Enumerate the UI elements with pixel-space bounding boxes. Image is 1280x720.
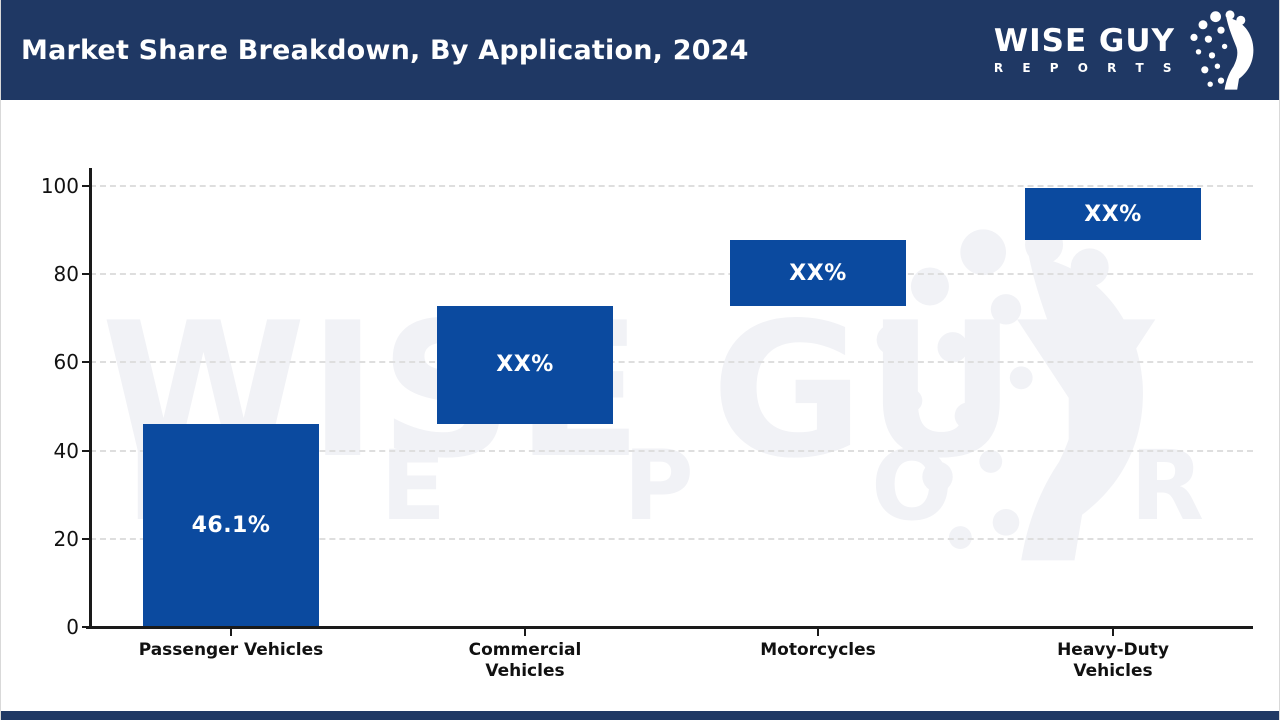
x-category-label: Commercial Vehicles <box>468 640 582 681</box>
y-tick-label: 40 <box>53 438 79 463</box>
bar-motorcycles: XX% <box>730 240 906 306</box>
gridline-60 <box>90 361 1253 364</box>
y-axis-line <box>89 168 92 629</box>
x-category-label: Heavy-Duty Vehicles <box>1057 640 1169 681</box>
y-tick-label: 100 <box>40 174 79 198</box>
x-axis-line <box>86 626 1253 629</box>
y-tick-label: 80 <box>53 262 79 287</box>
x-category-label: Motorcycles <box>760 640 876 660</box>
x-category-label: Passenger Vehicles <box>138 640 324 660</box>
y-tick-mark <box>82 273 90 276</box>
bar-value-label: XX% <box>1084 201 1142 227</box>
y-tick-label: 0 <box>66 615 79 639</box>
gridline-80 <box>90 273 1253 276</box>
x-tick-mark <box>817 627 819 636</box>
x-tick-mark <box>524 627 526 636</box>
bar-heavy-duty-vehicles: XX% <box>1025 188 1201 241</box>
bar-commercial-vehicles: XX% <box>437 305 613 424</box>
wiseguy-head-icon <box>1190 10 1254 90</box>
y-tick-label: 60 <box>53 350 79 375</box>
x-tick-mark <box>230 627 232 636</box>
y-tick-mark <box>82 361 90 364</box>
wiseguy-logo-text: WISE GUY R E P O R T S <box>990 23 1179 75</box>
bar-value-label: XX% <box>789 260 847 286</box>
gridline-40 <box>90 449 1253 452</box>
y-tick-label: 20 <box>53 526 79 551</box>
footer-bar <box>1 711 1279 720</box>
gridline-20 <box>90 537 1253 540</box>
watermark-head-icon <box>876 225 1143 561</box>
logo-wordmark: WISE GUY <box>993 23 1175 59</box>
y-tick-mark <box>82 185 90 187</box>
x-tick-mark <box>1112 627 1114 636</box>
y-tick-mark <box>82 537 90 540</box>
header-band: Market Share Breakdown, By Application, … <box>1 0 1279 100</box>
gridline-100 <box>90 185 1253 187</box>
y-tick-mark <box>82 449 90 452</box>
bar-value-label: XX% <box>496 352 554 378</box>
logo-subtext: R E P O R T S <box>993 61 1179 75</box>
page-title: Market Share Breakdown, By Application, … <box>21 34 749 66</box>
wiseguy-logo: WISE GUY R E P O R T S <box>990 8 1257 92</box>
bar-value-label: 46.1% <box>191 512 271 538</box>
bar-passengervehicles: 46.1% <box>143 423 319 627</box>
